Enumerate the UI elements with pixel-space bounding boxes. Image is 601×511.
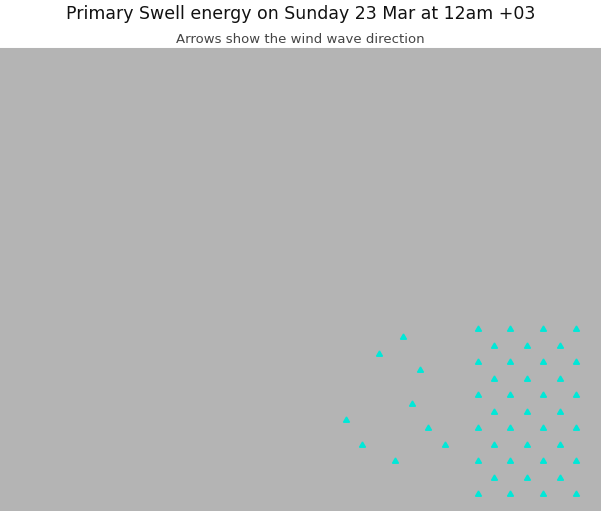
Text: Primary Swell energy on Sunday 23 Mar at 12am +03: Primary Swell energy on Sunday 23 Mar at… xyxy=(66,6,535,24)
Text: Arrows show the wind wave direction: Arrows show the wind wave direction xyxy=(176,33,425,46)
